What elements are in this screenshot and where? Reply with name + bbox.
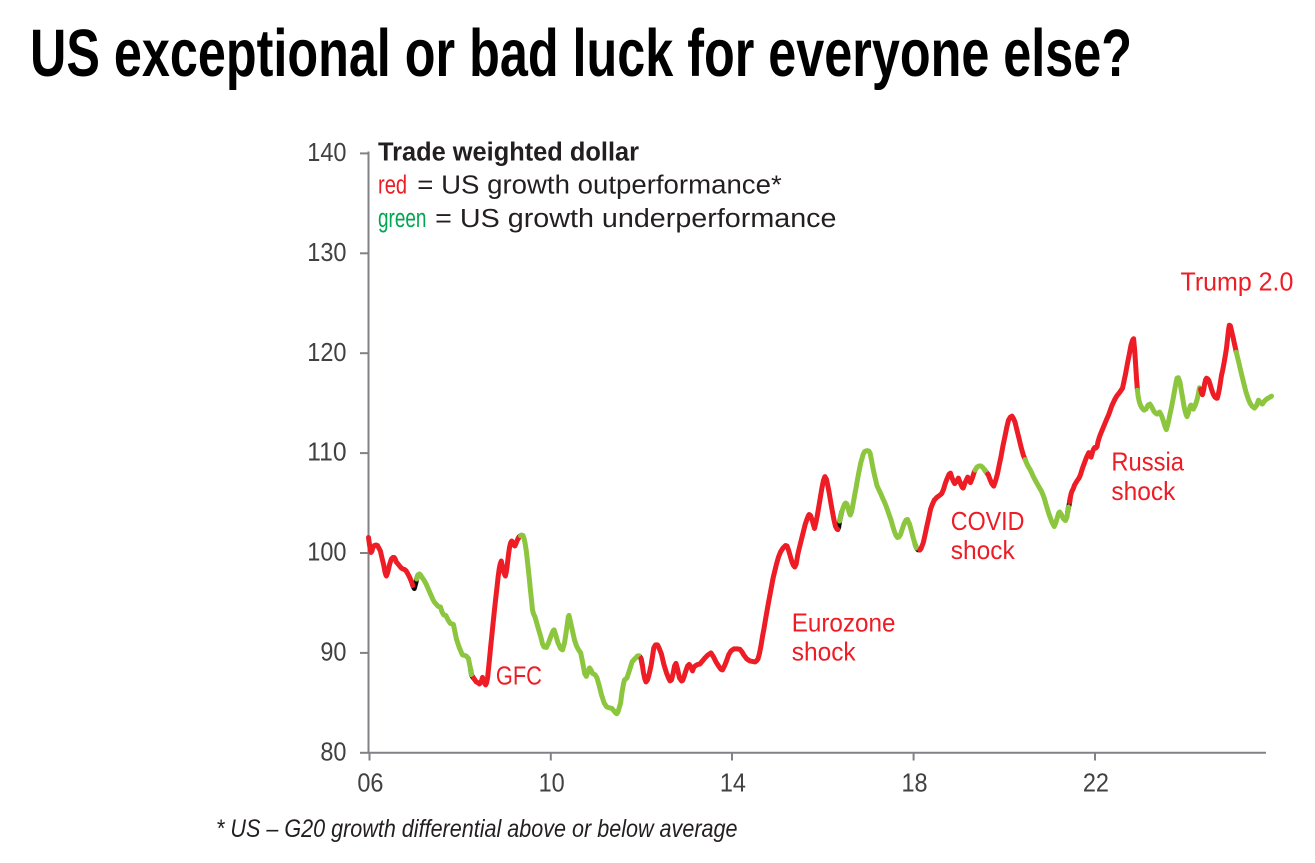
svg-text:14: 14 [720, 769, 746, 797]
svg-text:shock: shock [792, 637, 857, 667]
svg-text:GFC: GFC [496, 660, 542, 690]
svg-text:shock: shock [1111, 476, 1176, 506]
svg-text:10: 10 [539, 769, 565, 797]
svg-text:06: 06 [357, 769, 383, 797]
svg-text:18: 18 [901, 769, 927, 797]
svg-text:= US growth outperformance*: = US growth outperformance* [417, 172, 781, 200]
svg-text:100: 100 [307, 539, 346, 567]
svg-text:shock: shock [951, 535, 1016, 565]
svg-text:22: 22 [1083, 769, 1109, 797]
svg-text:COVID: COVID [951, 506, 1025, 536]
svg-text:Russia: Russia [1111, 446, 1184, 476]
svg-text:red: red [378, 172, 407, 200]
svg-text:80: 80 [320, 738, 346, 766]
svg-text:110: 110 [307, 439, 346, 467]
svg-text:= US growth underperformance: = US growth underperformance [435, 205, 836, 233]
svg-text:Trump 2.0: Trump 2.0 [1181, 266, 1294, 296]
svg-text:green: green [378, 205, 426, 233]
svg-text:US exceptional or bad luck for: US exceptional or bad luck for everyone … [30, 16, 1132, 91]
svg-text:120: 120 [307, 339, 346, 367]
svg-text:Eurozone: Eurozone [792, 608, 896, 638]
svg-text:130: 130 [307, 239, 346, 267]
svg-text:90: 90 [320, 639, 346, 667]
svg-text:Trade weighted dollar: Trade weighted dollar [378, 138, 639, 166]
svg-text:140: 140 [307, 139, 346, 167]
svg-text:* US – G20 growth differential: * US – G20 growth differential above or … [216, 815, 738, 843]
